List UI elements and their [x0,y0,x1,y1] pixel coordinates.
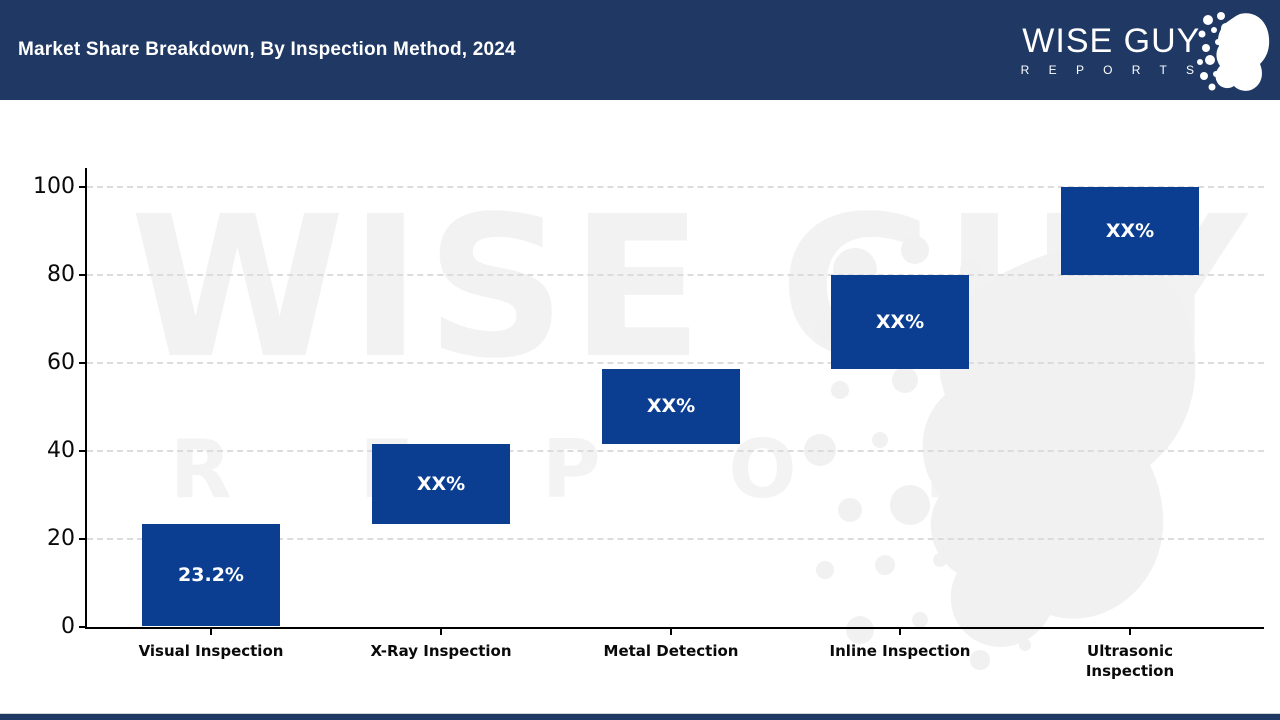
x-category-label: Inline Inspection [829,641,971,660]
bar-value-label: XX% [1105,219,1155,242]
x-tick [1129,626,1131,635]
y-tick [79,273,87,276]
x-category-label: Ultrasonic Inspection [1085,641,1175,680]
x-category-label: Metal Detection [603,641,739,660]
y-tick [79,361,87,364]
logo-text: WISE GUY R E P O R T S [1021,22,1202,77]
wiseguy-logo: WISE GUY R E P O R T S [1021,6,1272,94]
x-tick [670,626,672,635]
axis-x [85,626,1264,629]
y-tick-label: 80 [47,261,75,287]
x-category-label: X-Ray Inspection [370,641,512,660]
bar-value-label: XX% [646,395,696,418]
x-category-label: Visual Inspection [138,641,284,660]
bar-value-label: XX% [416,473,466,496]
gridline [87,449,1264,452]
gridline [87,537,1264,540]
x-tick [210,626,212,635]
bottom-divider [0,713,1280,714]
bottom-bar [0,714,1280,720]
bar-3: XX% [602,368,740,444]
bar-value-label: 23.2% [178,564,244,587]
y-tick [79,625,87,628]
bar-value-label: XX% [875,310,925,333]
axis-y [85,168,87,629]
logo-subtitle: R E P O R T S [1020,63,1202,77]
page-title: Market Share Breakdown, By Inspection Me… [18,39,516,60]
gridline [87,361,1264,364]
y-tick [79,449,87,452]
y-tick-label: 40 [47,437,75,463]
y-tick-label: 100 [33,173,75,199]
y-tick-label: 60 [47,349,75,375]
gridline [87,273,1264,276]
y-tick [79,185,87,188]
logo-wordmark: WISE GUY [1022,22,1201,60]
y-tick-label: 20 [47,525,75,551]
x-tick [440,626,442,635]
bar-2: XX% [372,443,510,525]
header: Market Share Breakdown, By Inspection Me… [0,0,1280,100]
bar-1: 23.2% [142,524,280,627]
logo-head-icon [1197,12,1270,91]
y-tick [79,537,87,540]
y-tick-label: 0 [61,613,75,639]
gridline [87,185,1264,188]
bar-4: XX% [831,274,969,369]
chart-canvas: WISE GUY R E P O R T S [0,100,1280,713]
x-tick [899,626,901,635]
bar-5: XX% [1061,186,1199,275]
